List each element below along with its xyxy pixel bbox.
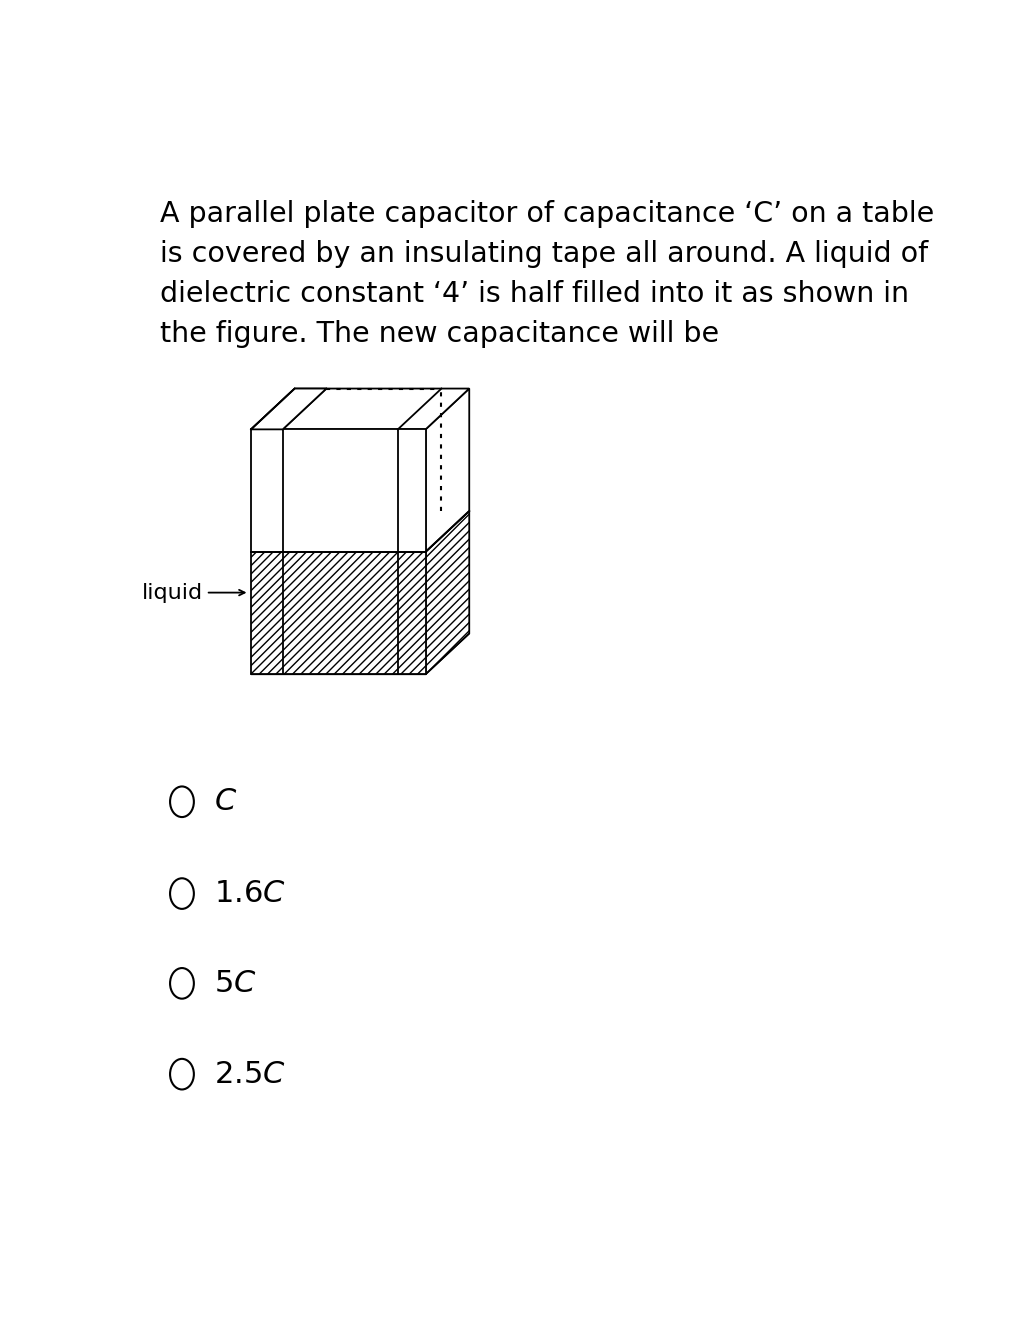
Text: $\it{C}$: $\it{C}$ [214, 787, 237, 816]
Polygon shape [251, 551, 426, 674]
Polygon shape [251, 429, 426, 551]
Text: $\mathrm{5}\it{C}$: $\mathrm{5}\it{C}$ [214, 969, 256, 998]
Polygon shape [426, 388, 469, 551]
Polygon shape [426, 511, 469, 674]
Polygon shape [295, 388, 327, 633]
Polygon shape [251, 633, 469, 674]
Text: liquid: liquid [142, 583, 204, 603]
Polygon shape [441, 388, 469, 633]
Polygon shape [251, 388, 469, 429]
Text: A parallel plate capacitor of capacitance ‘C’ on a table
is covered by an insula: A parallel plate capacitor of capacitanc… [160, 200, 934, 348]
Text: $\mathrm{2.5}\it{C}$: $\mathrm{2.5}\it{C}$ [214, 1060, 286, 1089]
Polygon shape [251, 388, 327, 429]
Text: $\mathrm{1.6}\it{C}$: $\mathrm{1.6}\it{C}$ [214, 878, 286, 908]
